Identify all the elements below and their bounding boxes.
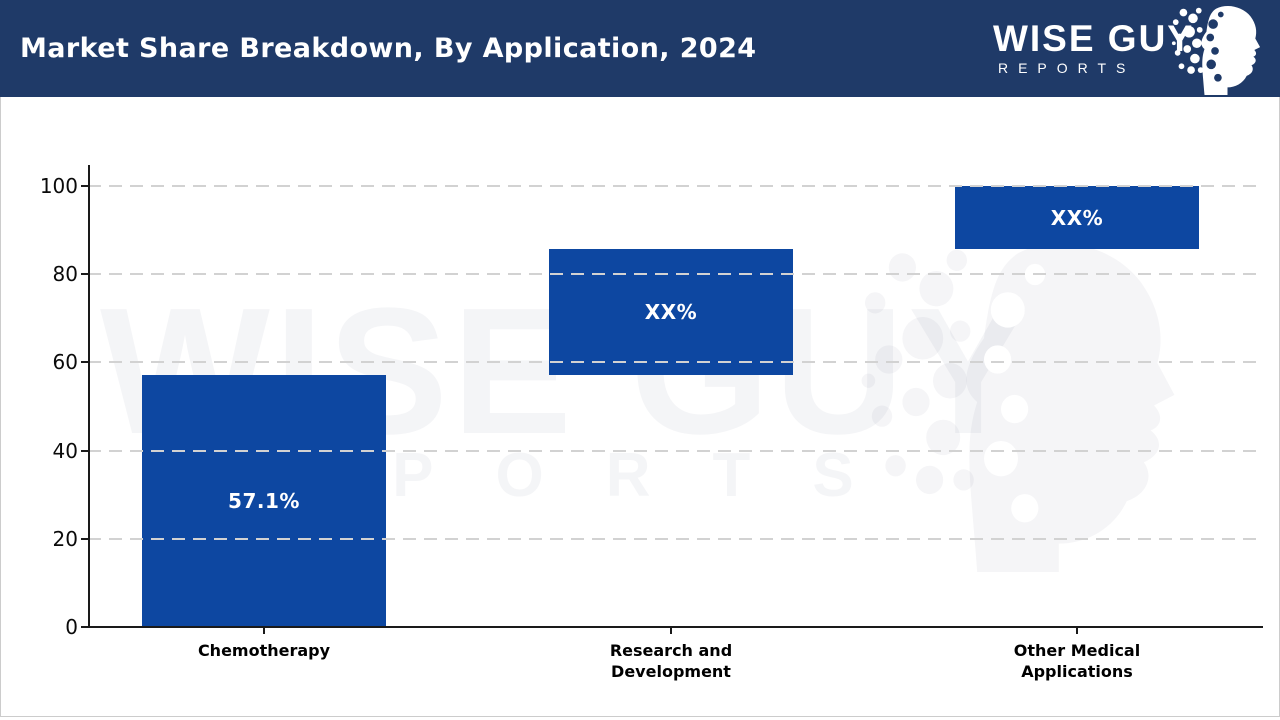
gridline xyxy=(88,185,1263,187)
category-label: Research and Development xyxy=(521,640,821,682)
brand-subtitle: REPORTS xyxy=(997,60,1136,76)
x-axis-line xyxy=(88,626,1263,628)
y-tick-mark xyxy=(81,537,88,540)
x-tick-mark xyxy=(263,628,265,634)
y-tick-mark xyxy=(81,626,88,628)
y-tick-label: 40 xyxy=(52,438,78,463)
gridline xyxy=(88,273,1263,276)
bar-segment: 57.1% xyxy=(142,375,386,627)
y-tick-label: 0 xyxy=(65,615,78,639)
y-tick-mark xyxy=(81,449,88,452)
category-label-line: Chemotherapy xyxy=(197,641,331,660)
x-tick-mark xyxy=(670,628,672,634)
brand-logo: WISE GUY REPORTS xyxy=(993,3,1266,95)
brand-logo-text: WISE GUY REPORTS xyxy=(993,20,1194,77)
gridline xyxy=(88,361,1263,364)
category-label: Chemotherapy xyxy=(114,640,414,661)
watermark-head-profile-icon xyxy=(861,243,1175,572)
y-axis-line xyxy=(88,165,90,628)
y-tick-mark xyxy=(81,185,88,187)
bar-value-label: XX% xyxy=(644,300,698,325)
y-tick-label: 60 xyxy=(52,350,78,375)
header-bar: Market Share Breakdown, By Application, … xyxy=(0,0,1280,97)
page-title: Market Share Breakdown, By Application, … xyxy=(20,33,757,64)
y-tick-label: 80 xyxy=(52,262,78,287)
gridline xyxy=(88,449,1263,452)
category-label: Other Medical Applications xyxy=(927,640,1227,682)
y-tick-mark xyxy=(81,273,88,276)
category-label-line: Research and xyxy=(609,641,733,660)
y-tick-mark xyxy=(81,361,88,364)
y-tick-label: 20 xyxy=(52,526,78,551)
brand-name: WISE GUY xyxy=(992,18,1194,59)
category-label-line: Other Medical xyxy=(1013,641,1141,660)
bar-value-label: 57.1% xyxy=(228,489,300,514)
x-tick-mark xyxy=(1076,628,1078,634)
gridline xyxy=(88,537,1263,540)
bar-segment: XX% xyxy=(955,186,1199,250)
category-label-line: Development xyxy=(611,662,731,681)
y-tick-label: 100 xyxy=(39,174,78,198)
category-label-line: Applications xyxy=(1021,662,1133,681)
bar-value-label: XX% xyxy=(1050,205,1104,230)
head-profile-logo-icon xyxy=(1171,5,1261,95)
bar-segment: XX% xyxy=(549,249,793,376)
